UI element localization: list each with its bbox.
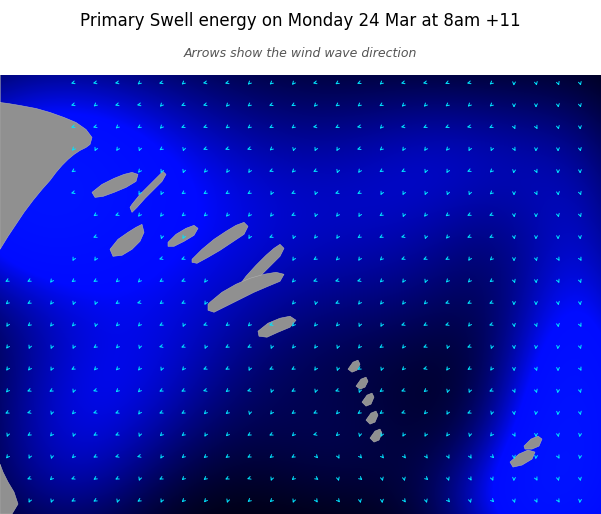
Polygon shape bbox=[208, 272, 284, 312]
Polygon shape bbox=[130, 171, 166, 212]
Polygon shape bbox=[356, 377, 368, 389]
Polygon shape bbox=[110, 224, 144, 256]
Text: Arrows show the wind wave direction: Arrows show the wind wave direction bbox=[184, 47, 417, 60]
Polygon shape bbox=[362, 393, 374, 406]
Polygon shape bbox=[0, 464, 18, 514]
Polygon shape bbox=[92, 172, 138, 197]
Polygon shape bbox=[366, 411, 378, 424]
Polygon shape bbox=[168, 225, 198, 246]
Polygon shape bbox=[0, 75, 92, 249]
Polygon shape bbox=[524, 436, 542, 449]
Polygon shape bbox=[238, 244, 284, 294]
Polygon shape bbox=[258, 316, 296, 337]
Polygon shape bbox=[192, 223, 248, 263]
Polygon shape bbox=[348, 360, 360, 372]
Polygon shape bbox=[370, 429, 382, 442]
Polygon shape bbox=[510, 450, 535, 467]
Text: Primary Swell energy on Monday 24 Mar at 8am +11: Primary Swell energy on Monday 24 Mar at… bbox=[80, 12, 521, 30]
